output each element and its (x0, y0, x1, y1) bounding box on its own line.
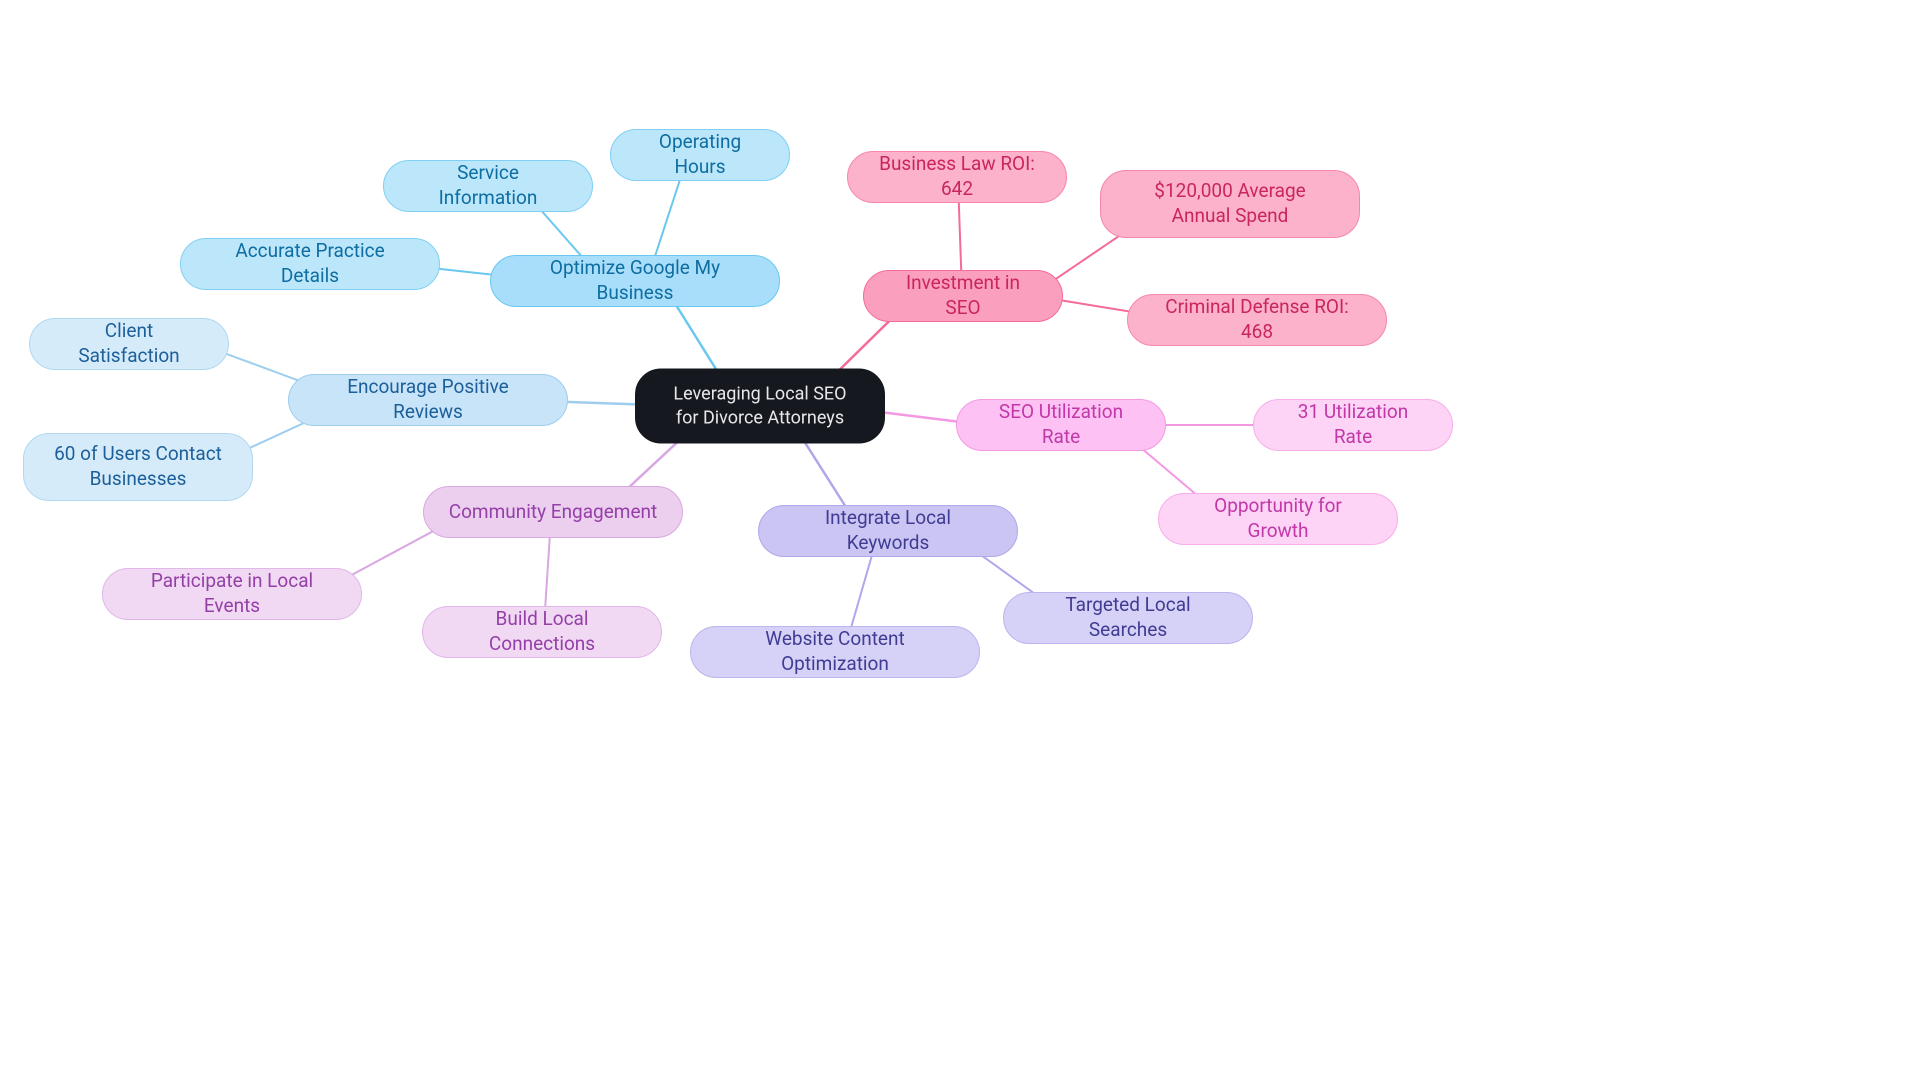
node-label: Encourage Positive Reviews (313, 375, 543, 424)
node-client-sat: Client Satisfaction (29, 318, 229, 370)
node-opp-growth: Opportunity for Growth (1158, 493, 1398, 545)
node-svc-info: Service Information (383, 160, 593, 212)
node-thirty-one: 31 Utilization Rate (1253, 399, 1453, 451)
node-label: 31 Utilization Rate (1278, 400, 1428, 449)
node-label: Client Satisfaction (54, 319, 204, 368)
node-label: Investment in SEO (888, 271, 1038, 320)
node-label: SEO Utilization Rate (981, 400, 1141, 449)
node-annual-spend: $120,000 Average Annual Spend (1100, 170, 1360, 238)
node-local-conn: Build Local Connections (422, 606, 662, 658)
node-sixty-pct: 60 of Users Contact Businesses (23, 433, 253, 501)
node-label: Integrate Local Keywords (783, 506, 993, 555)
edge (545, 538, 549, 606)
node-label: Criminal Defense ROI: 468 (1152, 295, 1362, 344)
node-label: Optimize Google My Business (515, 256, 755, 305)
node-label: Leveraging Local SEO for Divorce Attorne… (660, 383, 860, 430)
node-invest: Investment in SEO (863, 270, 1063, 322)
edge (673, 299, 723, 379)
node-content-opt: Website Content Optimization (690, 626, 980, 678)
node-center: Leveraging Local SEO for Divorce Attorne… (635, 369, 885, 444)
node-label: Build Local Connections (447, 607, 637, 656)
edge (798, 432, 849, 513)
node-acc-details: Accurate Practice Details (180, 238, 440, 290)
edge (655, 178, 681, 258)
edge (851, 555, 872, 628)
node-keywords: Integrate Local Keywords (758, 505, 1018, 557)
node-label: Targeted Local Searches (1028, 593, 1228, 642)
node-label: 60 of Users Contact Businesses (48, 442, 228, 491)
node-label: Participate in Local Events (127, 569, 337, 618)
node-label: Community Engagement (449, 500, 658, 525)
node-label: $120,000 Average Annual Spend (1125, 179, 1335, 228)
node-util-rate: SEO Utilization Rate (956, 399, 1166, 451)
node-label: Business Law ROI: 642 (872, 152, 1042, 201)
node-reviews: Encourage Positive Reviews (288, 374, 568, 426)
node-targeted: Targeted Local Searches (1003, 592, 1253, 644)
node-label: Service Information (408, 161, 568, 210)
node-community: Community Engagement (423, 486, 683, 538)
node-local-events: Participate in Local Events (102, 568, 362, 620)
node-label: Website Content Optimization (715, 627, 955, 676)
node-biz-law: Business Law ROI: 642 (847, 151, 1067, 203)
node-label: Accurate Practice Details (205, 239, 415, 288)
node-crim-def: Criminal Defense ROI: 468 (1127, 294, 1387, 346)
node-gmb: Optimize Google My Business (490, 255, 780, 307)
node-label: Opportunity for Growth (1183, 494, 1373, 543)
node-op-hours: Operating Hours (610, 129, 790, 181)
edge (959, 203, 961, 270)
node-label: Operating Hours (635, 130, 765, 179)
